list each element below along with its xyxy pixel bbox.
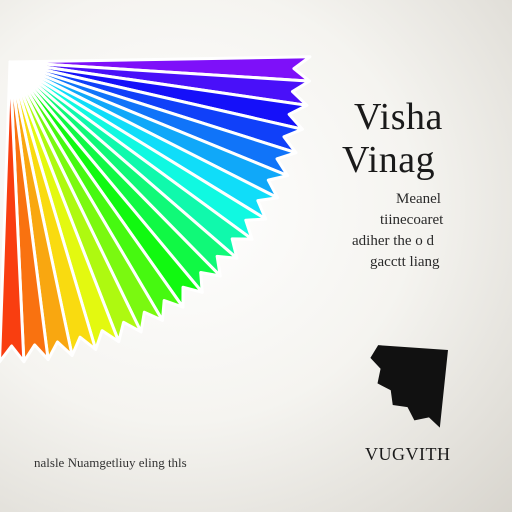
- subtitle-line-4: gacctt liang: [370, 252, 440, 272]
- black-arrow-fan: [370, 345, 448, 427]
- title-line-1: Visha: [354, 95, 443, 139]
- caption-bottom-right: VUGVITH: [365, 444, 450, 465]
- caption-bottom-left: nalsle Nuamgetliuy eling thls: [34, 455, 187, 471]
- rainbow-fan: [0, 57, 310, 362]
- title-line-2: Vinag: [342, 138, 435, 182]
- subtitle-line-2: tiinecoaret: [380, 210, 443, 230]
- subtitle-line-3: adiher the o d: [352, 231, 434, 251]
- subtitle-line-1: Meanel: [396, 189, 441, 209]
